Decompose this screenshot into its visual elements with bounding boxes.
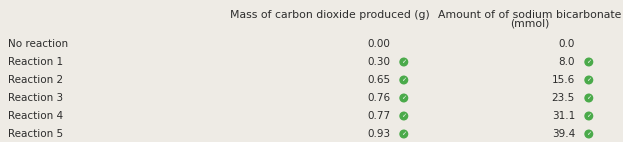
Text: 15.6: 15.6 [552, 75, 575, 85]
Text: Amount of of sodium bicarbonate: Amount of of sodium bicarbonate [439, 10, 622, 20]
Text: Reaction 4: Reaction 4 [8, 111, 63, 121]
Text: ✓: ✓ [586, 59, 591, 64]
Text: 8.0: 8.0 [558, 57, 575, 67]
Circle shape [400, 76, 407, 84]
Text: Mass of carbon dioxide produced (g): Mass of carbon dioxide produced (g) [230, 10, 430, 20]
Text: 0.93: 0.93 [367, 129, 390, 139]
Text: 23.5: 23.5 [552, 93, 575, 103]
Text: ✓: ✓ [586, 96, 591, 101]
Text: 39.4: 39.4 [552, 129, 575, 139]
Text: 0.00: 0.00 [367, 39, 390, 49]
Text: ✓: ✓ [586, 131, 591, 136]
Text: Reaction 3: Reaction 3 [8, 93, 63, 103]
Circle shape [585, 58, 592, 66]
Text: ✓: ✓ [401, 96, 406, 101]
Text: No reaction: No reaction [8, 39, 68, 49]
Text: ✓: ✓ [586, 113, 591, 119]
Text: Reaction 2: Reaction 2 [8, 75, 63, 85]
Text: (mmol): (mmol) [510, 18, 549, 28]
Text: ✓: ✓ [401, 59, 406, 64]
Text: ✓: ✓ [401, 113, 406, 119]
Circle shape [400, 130, 407, 138]
Text: 31.1: 31.1 [552, 111, 575, 121]
Circle shape [585, 76, 592, 84]
Text: ✓: ✓ [401, 78, 406, 83]
Text: ✓: ✓ [401, 131, 406, 136]
Circle shape [400, 112, 407, 120]
Circle shape [585, 94, 592, 102]
Text: 0.65: 0.65 [367, 75, 390, 85]
Text: 0.30: 0.30 [367, 57, 390, 67]
Circle shape [585, 112, 592, 120]
Text: Reaction 5: Reaction 5 [8, 129, 63, 139]
Text: 0.77: 0.77 [367, 111, 390, 121]
Circle shape [400, 58, 407, 66]
Circle shape [400, 94, 407, 102]
Text: ✓: ✓ [586, 78, 591, 83]
Text: Reaction 1: Reaction 1 [8, 57, 63, 67]
Text: 0.76: 0.76 [367, 93, 390, 103]
Circle shape [585, 130, 592, 138]
Text: 0.0: 0.0 [559, 39, 575, 49]
